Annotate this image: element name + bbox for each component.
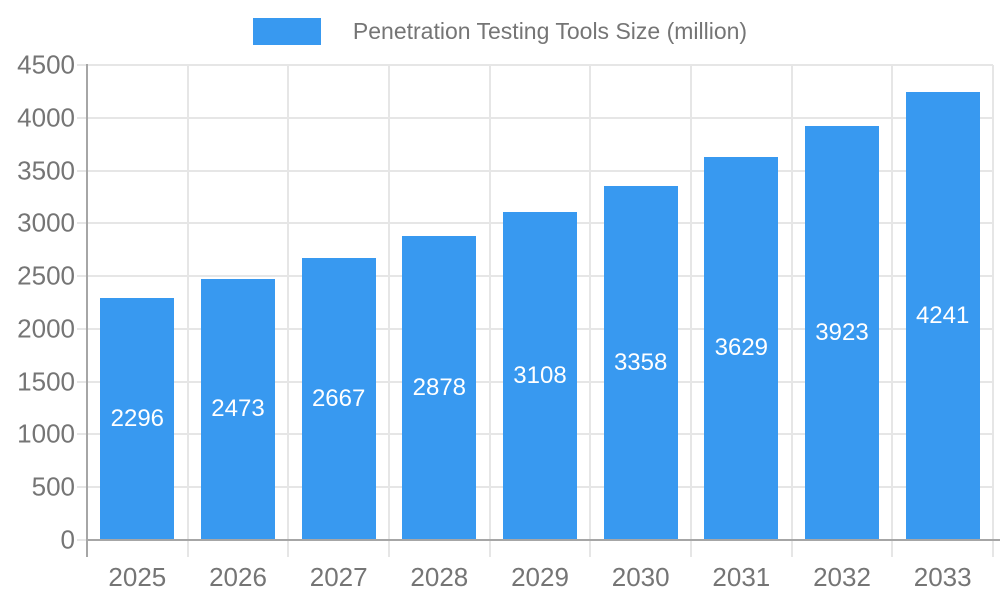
y-axis-label: 4000 bbox=[17, 102, 75, 133]
y-axis-tick bbox=[77, 64, 87, 66]
x-gridline bbox=[287, 65, 290, 540]
x-gridline bbox=[186, 65, 189, 540]
y-gridline bbox=[87, 169, 993, 172]
legend-swatch-icon bbox=[252, 17, 321, 45]
bar[interactable]: 2473 bbox=[201, 278, 275, 540]
y-axis-tick bbox=[77, 327, 87, 330]
x-axis-tick bbox=[992, 540, 994, 557]
x-gridline bbox=[992, 65, 994, 540]
bar[interactable]: 2667 bbox=[301, 258, 376, 540]
y-axis-tick bbox=[77, 169, 87, 172]
x-axis-label: 2027 bbox=[309, 562, 368, 592]
bar-value-label: 2473 bbox=[211, 395, 265, 423]
bar[interactable]: 3923 bbox=[805, 125, 879, 540]
y-axis-tick bbox=[77, 539, 87, 541]
bar-value-label: 3358 bbox=[613, 348, 668, 376]
bar[interactable]: 2878 bbox=[402, 236, 477, 540]
y-axis-label: 1500 bbox=[17, 366, 75, 397]
y-axis-label: 4500 bbox=[17, 49, 75, 80]
x-gridline bbox=[388, 65, 390, 540]
x-axis-line bbox=[87, 539, 1000, 541]
y-axis-label: 0 bbox=[60, 524, 75, 555]
bar[interactable]: 3108 bbox=[503, 211, 577, 540]
x-axis-label: 2030 bbox=[611, 562, 670, 592]
bar-value-label: 2667 bbox=[311, 385, 366, 413]
y-axis-tick bbox=[77, 486, 87, 489]
legend-label: Penetration Testing Tools Size (million) bbox=[352, 17, 748, 44]
y-axis-label: 3000 bbox=[17, 207, 75, 238]
bar[interactable]: 3358 bbox=[603, 185, 678, 540]
x-axis-label: 2026 bbox=[209, 562, 267, 592]
x-axis-tick bbox=[388, 540, 390, 557]
bar[interactable]: 3629 bbox=[704, 156, 779, 540]
x-axis-label: 2032 bbox=[813, 562, 871, 592]
bar-value-label: 3108 bbox=[513, 361, 567, 389]
x-axis-label: 2028 bbox=[410, 562, 469, 592]
y-axis-line bbox=[86, 64, 88, 557]
x-axis-label: 2029 bbox=[511, 562, 569, 592]
y-axis-label: 500 bbox=[31, 471, 75, 502]
x-gridline bbox=[488, 65, 491, 540]
bar-value-label: 3923 bbox=[815, 318, 869, 346]
bar-value-label: 2296 bbox=[110, 404, 165, 432]
x-axis-tick bbox=[790, 540, 793, 557]
x-gridline bbox=[891, 65, 894, 540]
x-axis-label: 2031 bbox=[712, 562, 771, 592]
chart-legend: Penetration Testing Tools Size (million) bbox=[0, 16, 1000, 46]
y-axis-label: 2500 bbox=[17, 260, 75, 291]
x-axis-label: 2033 bbox=[913, 562, 972, 592]
y-gridline bbox=[87, 116, 993, 119]
bar-value-label: 3629 bbox=[714, 334, 769, 362]
x-axis-tick bbox=[186, 540, 189, 557]
x-axis-tick bbox=[488, 540, 491, 557]
bar-value-label: 2878 bbox=[412, 374, 467, 402]
bar[interactable]: 4241 bbox=[905, 92, 980, 540]
x-axis-label: 2025 bbox=[108, 562, 167, 592]
x-gridline bbox=[690, 65, 692, 540]
y-axis-tick bbox=[77, 222, 87, 225]
y-gridline bbox=[87, 64, 993, 66]
y-axis-label: 3500 bbox=[17, 155, 75, 186]
x-axis-tick bbox=[287, 540, 290, 557]
bar-value-label: 4241 bbox=[915, 302, 970, 330]
y-axis-tick bbox=[77, 380, 87, 383]
y-axis-tick bbox=[77, 116, 87, 119]
x-gridline bbox=[589, 65, 592, 540]
x-gridline bbox=[790, 65, 793, 540]
y-axis-tick bbox=[77, 275, 87, 278]
x-axis-tick bbox=[690, 540, 692, 557]
y-axis-label: 1000 bbox=[17, 418, 75, 449]
y-axis-tick bbox=[77, 433, 87, 436]
x-axis-tick bbox=[589, 540, 592, 557]
bar[interactable]: 2296 bbox=[100, 297, 175, 540]
x-axis-tick bbox=[891, 540, 894, 557]
y-axis-label: 2000 bbox=[17, 313, 75, 344]
